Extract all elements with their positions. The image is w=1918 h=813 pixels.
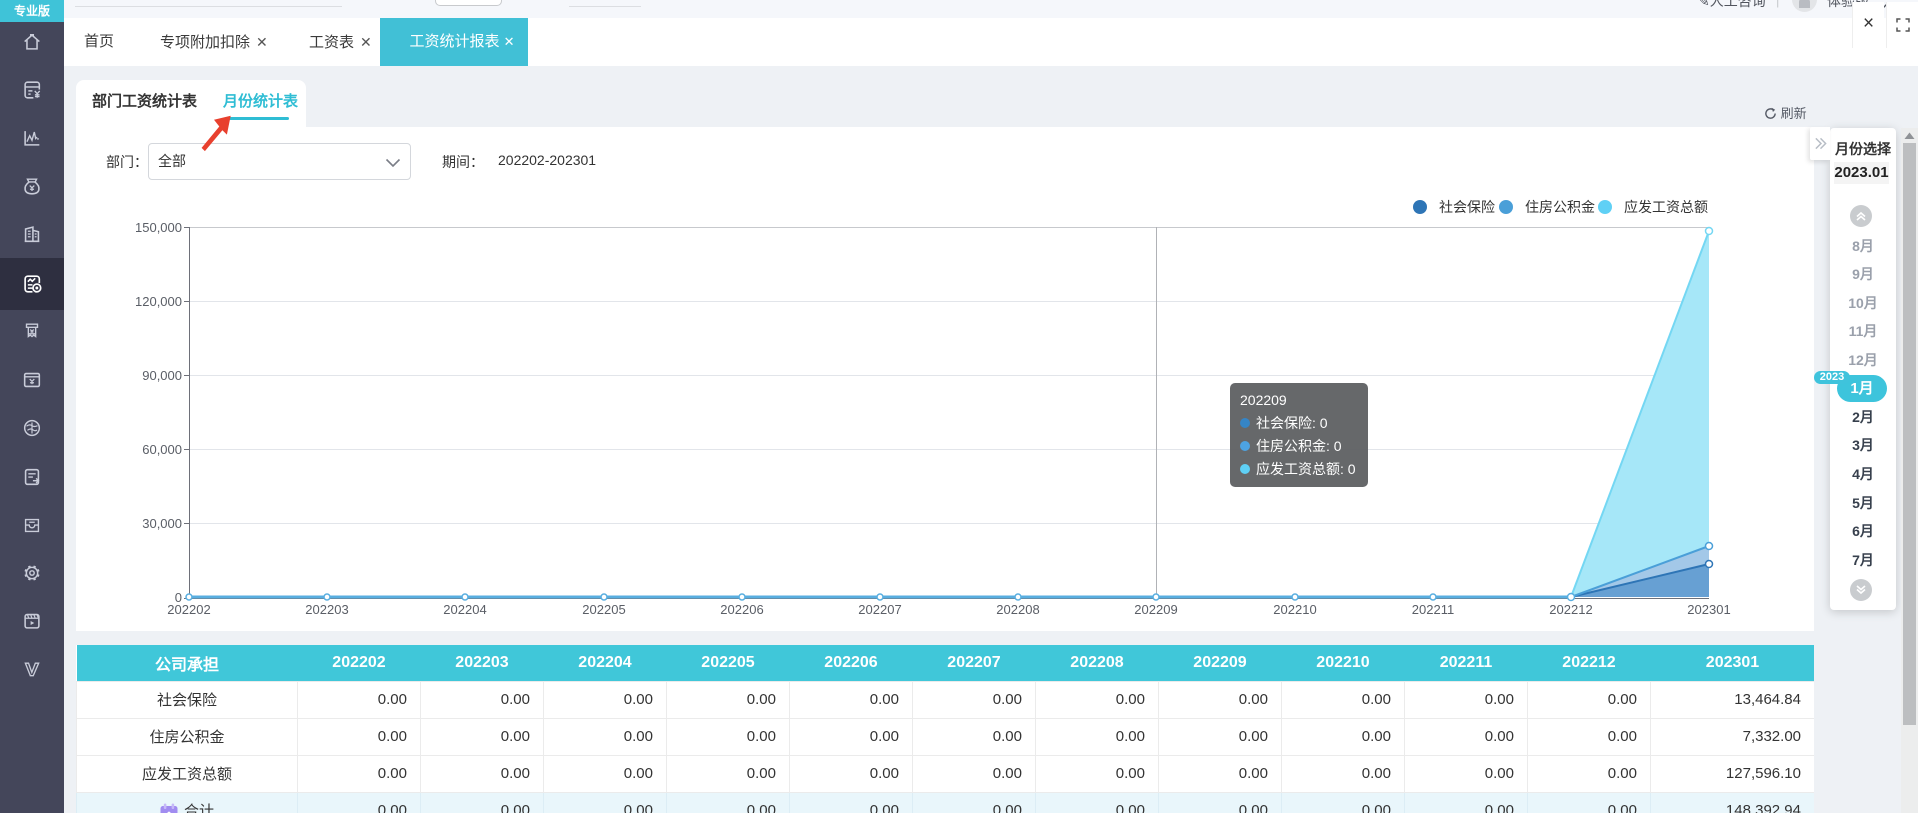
svg-text:202203: 202203	[305, 602, 348, 617]
svg-text:90,000: 90,000	[142, 368, 182, 383]
svg-text:30,000: 30,000	[142, 516, 182, 531]
svg-text:202206: 202206	[720, 602, 763, 617]
svg-text:202211: 202211	[1412, 602, 1454, 617]
svg-text:202208: 202208	[996, 602, 1039, 617]
svg-text:202301: 202301	[1687, 602, 1730, 617]
svg-text:202212: 202212	[1549, 602, 1592, 617]
svg-text:202202: 202202	[167, 602, 210, 617]
svg-text:150,000: 150,000	[135, 220, 182, 235]
svg-text:202204: 202204	[443, 602, 486, 617]
svg-text:202207: 202207	[858, 602, 901, 617]
svg-text:202205: 202205	[582, 602, 625, 617]
svg-text:60,000: 60,000	[142, 442, 182, 457]
svg-text:202209: 202209	[1134, 602, 1177, 617]
svg-text:120,000: 120,000	[135, 294, 182, 309]
svg-text:202210: 202210	[1273, 602, 1316, 617]
svg-text:0: 0	[175, 590, 182, 605]
